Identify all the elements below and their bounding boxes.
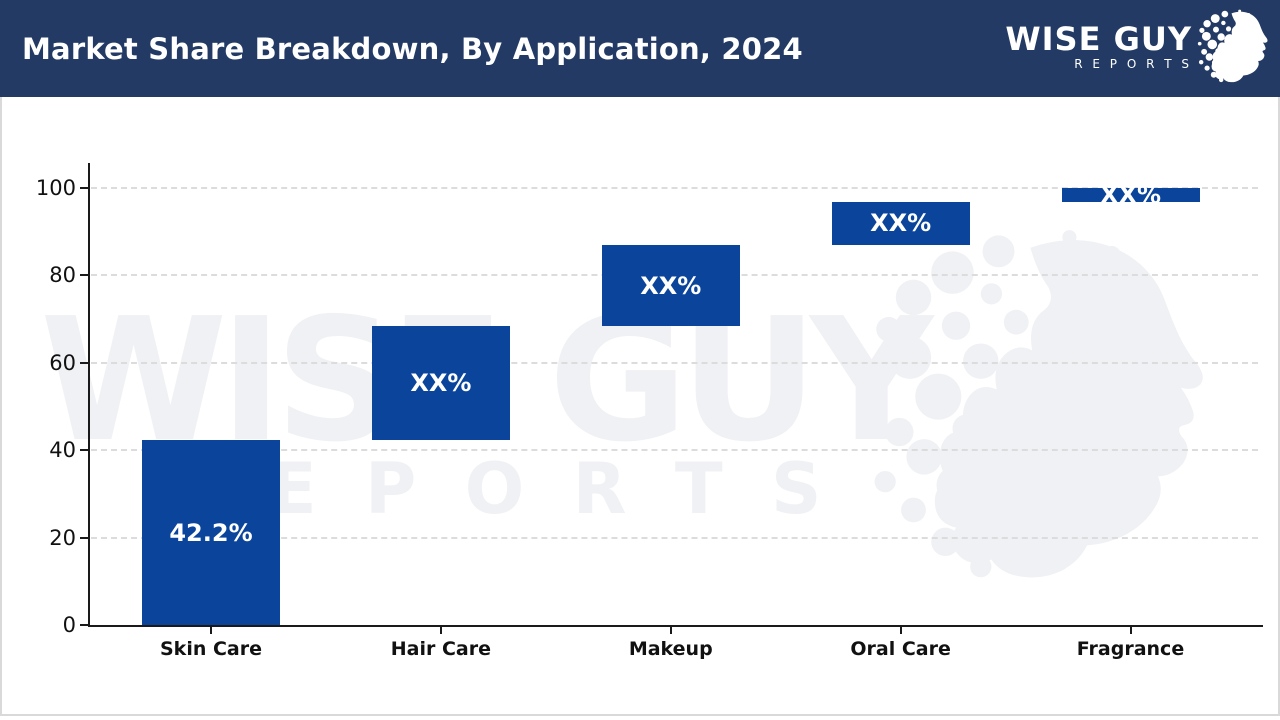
y-tick-label: 80 (49, 263, 76, 287)
y-tick-label: 40 (49, 438, 76, 462)
bar-value-label: XX% (410, 369, 472, 398)
bar-fragrance: XX% (1061, 181, 1200, 209)
x-category-label-oral-care: Oral Care (850, 638, 951, 660)
x-tick-mark (210, 627, 212, 634)
x-category-label-skin-care: Skin Care (160, 638, 262, 660)
bar-value-label: XX% (1099, 180, 1162, 209)
bar-skin-care: 42.2% (142, 440, 280, 625)
brand-logo-text: WISE GUY R E P O R T S (1005, 22, 1192, 72)
plot-area: WISE GUY R E P O R T S 0 20 40 60 80 100 42.2%… (0, 97, 1280, 720)
brand-logo: WISE GUY R E P O R T S (1005, 8, 1270, 86)
bar-hair-care: XX% (371, 326, 510, 441)
x-category-label-makeup: Makeup (628, 638, 713, 660)
header-bar: Market Share Breakdown, By Application, … (0, 0, 1280, 97)
y-tick-label: 100 (35, 175, 76, 200)
gridline-60 (91, 361, 1258, 364)
y-tick-mark (80, 536, 89, 539)
bar-value-label: XX% (870, 209, 932, 238)
x-tick-mark (899, 627, 902, 634)
y-tick-mark (80, 624, 89, 626)
x-tick-mark (1129, 627, 1132, 634)
y-tick-mark (80, 361, 89, 364)
y-tick-mark (80, 274, 89, 276)
y-tick-label: 60 (49, 350, 76, 375)
page-title: Market Share Breakdown, By Application, … (22, 31, 803, 66)
y-axis-spine (88, 163, 90, 626)
x-tick-mark (669, 627, 672, 634)
x-category-label-hair-care: Hair Care (390, 638, 491, 660)
watermark-face-icon (845, 223, 1230, 595)
x-category-label-fragrance: Fragrance (1076, 638, 1185, 660)
gridline-100 (91, 186, 1258, 189)
y-tick-mark (80, 186, 89, 189)
bar-makeup: XX% (601, 245, 740, 327)
y-tick-mark (80, 449, 89, 451)
bar-oral-care: XX% (831, 201, 970, 246)
gridline-40 (91, 449, 1258, 451)
wise-guy-face-logo-icon (1196, 8, 1270, 86)
logo-subtitle: R E P O R T S (1074, 57, 1192, 71)
y-tick-label: 20 (49, 525, 76, 550)
x-axis-spine (88, 625, 1263, 627)
gridline-20 (91, 536, 1258, 539)
y-tick-label: 0 (62, 613, 76, 637)
x-tick-mark (439, 627, 442, 634)
bar-value-label: XX% (640, 271, 702, 300)
logo-wordmark: WISE GUY (1005, 20, 1192, 58)
bar-value-label: 42.2% (169, 518, 253, 547)
